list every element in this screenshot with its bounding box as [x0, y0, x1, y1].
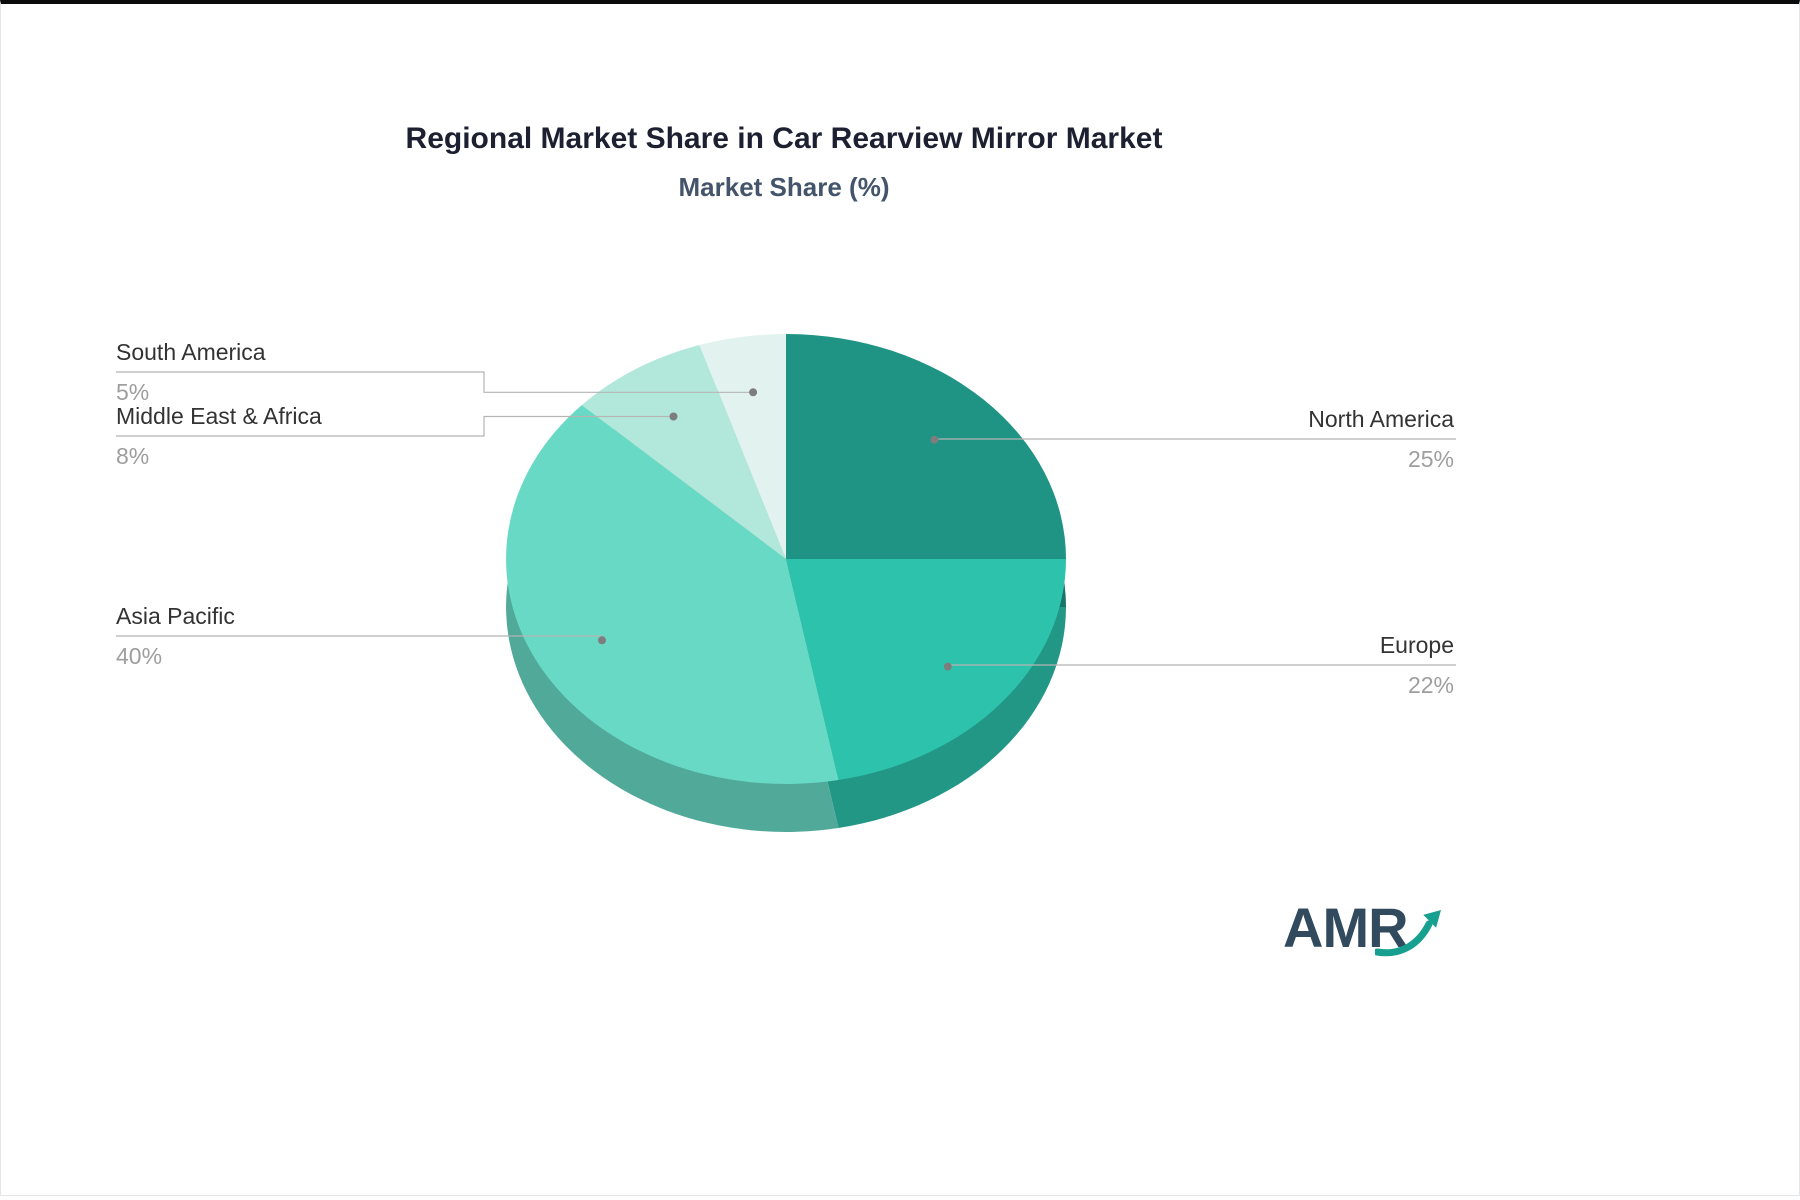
chart-title: Regional Market Share in Car Rearview Mi… — [405, 122, 1163, 155]
label-south-america: South America 5% — [116, 338, 266, 406]
pie-slice-south-america — [699, 334, 786, 559]
logo-text: AMR — [1283, 896, 1409, 959]
label-name: Middle East & Africa — [116, 403, 322, 429]
pie-slice-europe — [786, 559, 1066, 780]
pie-slice-asia-pacific — [506, 405, 839, 784]
label-value: 8% — [116, 443, 150, 469]
label-name: North America — [1308, 406, 1454, 432]
label-asia-pacific: Asia Pacific 40% — [116, 602, 235, 670]
label-name: Asia Pacific — [116, 603, 235, 629]
label-middle-east-africa: Middle East & Africa 8% — [116, 402, 322, 470]
connector-dot-north-america — [930, 435, 939, 444]
label-europe: Europe 22% — [1380, 631, 1454, 699]
label-connector-middle-east-africa — [116, 415, 674, 437]
connector-dot-europe — [943, 662, 952, 671]
label-value: 40% — [116, 643, 163, 669]
label-value: 22% — [1407, 672, 1454, 698]
label-north-america: North America 25% — [1308, 405, 1454, 473]
pie-slice-north-america — [786, 334, 1066, 559]
label-name: South America — [116, 339, 266, 365]
label-name: Europe — [1379, 632, 1454, 658]
chart-subtitle: Market Share (%) — [678, 172, 890, 202]
label-connector-south-america — [116, 371, 754, 393]
pie-slice-middle-east-africa — [581, 345, 786, 559]
connector-dot-south-america — [749, 388, 758, 397]
connector-dot-asia-pacific — [598, 636, 606, 645]
connector-dot-middle-east-africa — [669, 412, 678, 421]
label-value: 25% — [1407, 446, 1454, 472]
amr-logo: AMR — [1283, 898, 1503, 978]
logo-arrow-icon — [1375, 910, 1441, 957]
pie-chart — [116, 334, 1456, 832]
label-value: 5% — [116, 379, 150, 405]
